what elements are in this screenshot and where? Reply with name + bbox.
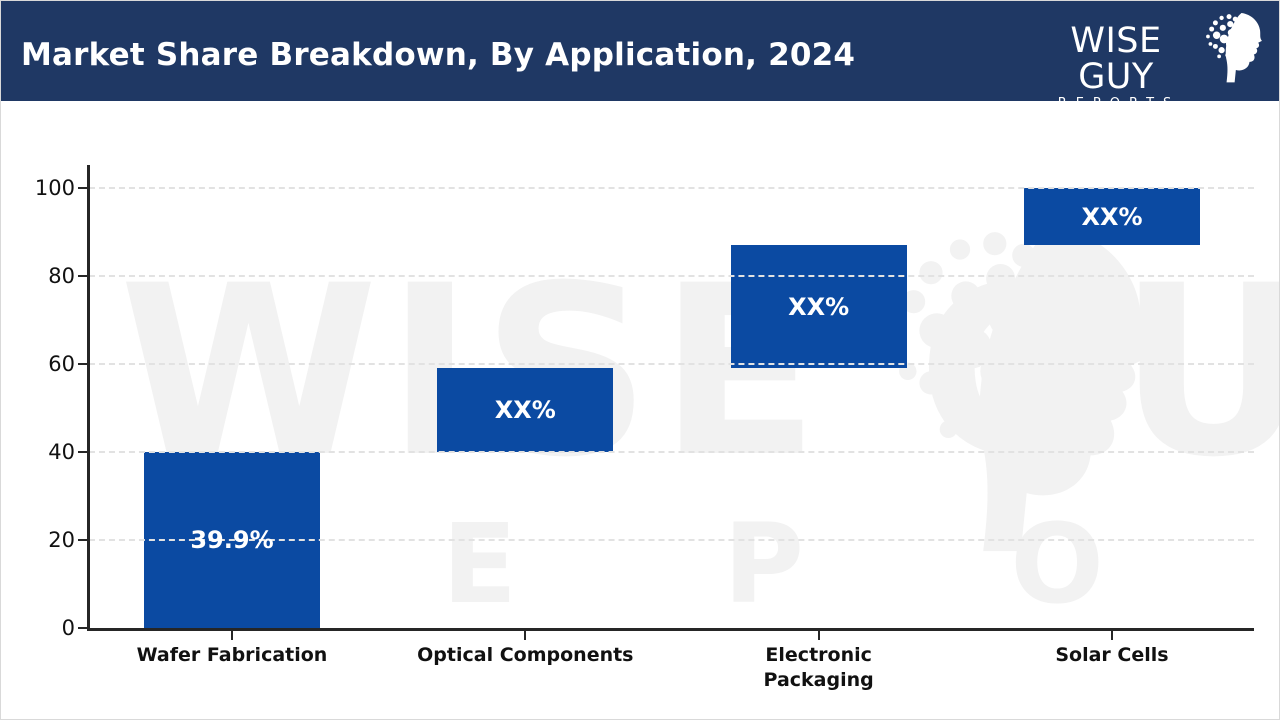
bar xyxy=(437,368,614,452)
wiseguy-logo: WISE GUY REPORTS xyxy=(1027,7,1267,111)
x-tick-label: Optical Components xyxy=(375,643,675,668)
x-tick-label: Wafer Fabrication xyxy=(82,643,382,668)
x-tick-label-line: Solar Cells xyxy=(1055,644,1169,666)
logo-face-icon xyxy=(1206,12,1262,83)
bar xyxy=(1023,188,1200,246)
watermark-subtitle: R E P O R T S xyxy=(151,500,1279,628)
gridline xyxy=(89,363,1254,365)
chart-title: Market Share Breakdown, By Application, … xyxy=(21,37,856,73)
x-tick-label-line: Packaging xyxy=(763,669,874,691)
y-axis xyxy=(87,165,90,630)
y-tick-mark xyxy=(78,363,87,365)
y-tick-mark xyxy=(78,627,87,629)
y-tick-label: 40 xyxy=(48,440,75,464)
y-tick-label: 60 xyxy=(48,352,75,376)
bar-value-label: 39.9% xyxy=(190,526,274,555)
chart-area: WISE GUY R E P O R T S 39.9%XX%XX%XX%020… xyxy=(1,101,1279,719)
bar-value-label: XX% xyxy=(788,292,850,321)
x-tick-label-line: Optical Components xyxy=(417,644,634,666)
x-tick-mark xyxy=(231,631,233,640)
y-tick-label: 80 xyxy=(48,264,75,288)
y-tick-mark xyxy=(78,275,87,277)
gridline xyxy=(89,275,1254,277)
x-tick-mark xyxy=(817,631,820,640)
watermark-face-icon xyxy=(887,226,1149,552)
x-axis xyxy=(87,628,1254,631)
y-tick-mark xyxy=(78,539,87,541)
bar-value-label: XX% xyxy=(494,396,556,425)
y-tick-label: 100 xyxy=(34,176,75,200)
logo-wordmark-text: WISE GUY xyxy=(1070,21,1162,97)
x-tick-mark xyxy=(524,631,527,640)
bar-value-label: XX% xyxy=(1081,202,1143,231)
x-tick-label-line: Wafer Fabrication xyxy=(136,644,328,666)
header-bar: Market Share Breakdown, By Application, … xyxy=(1,1,1279,111)
y-tick-label: 0 xyxy=(61,616,75,640)
x-tick-label: Electronic Packaging xyxy=(669,643,969,693)
bar xyxy=(730,245,907,369)
x-tick-mark xyxy=(1110,631,1113,640)
y-tick-mark xyxy=(78,187,87,189)
gridline xyxy=(89,187,1254,189)
y-tick-label: 20 xyxy=(48,528,75,552)
gridline xyxy=(89,539,1254,541)
x-tick-label-line: Electronic xyxy=(765,644,872,666)
logo-subtitle-text: REPORTS xyxy=(1057,96,1181,111)
y-tick-mark xyxy=(78,451,87,453)
logo-wordmark: WISE GUY REPORTS xyxy=(1027,23,1205,111)
gridline xyxy=(89,451,1254,453)
x-tick-label: Solar Cells xyxy=(962,643,1262,668)
